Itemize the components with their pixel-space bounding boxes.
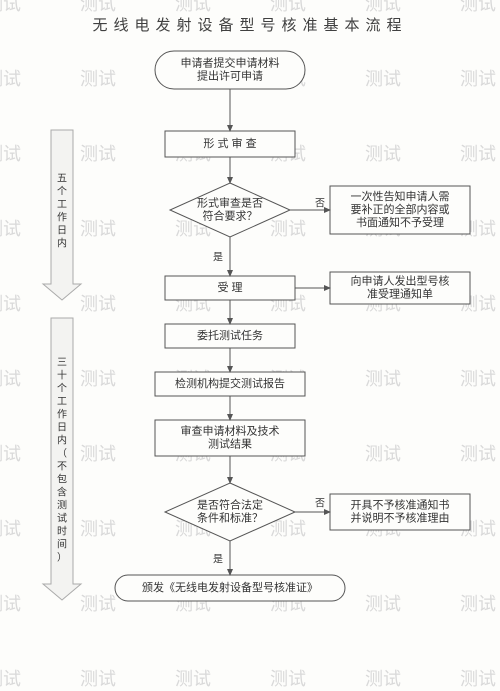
svg-text:十: 十: [57, 369, 67, 382]
node-side3: 开具不予核准通知书并说明不予核准理由: [330, 494, 470, 530]
svg-text:）: ）: [57, 552, 67, 564]
svg-text:试: 试: [57, 512, 67, 525]
svg-text:包: 包: [57, 473, 67, 486]
svg-text:审查申请材料及技术: 审查申请材料及技术: [181, 423, 280, 437]
svg-text:日: 日: [57, 226, 67, 237]
node-n4: 检测机构提交测试报告: [155, 372, 305, 396]
svg-text:准受理通知单: 准受理通知单: [367, 286, 433, 300]
svg-text:向申请人发出型号核: 向申请人发出型号核: [351, 273, 450, 287]
node-end: 颁发《无线电发射设备型号核准证》: [115, 575, 345, 601]
svg-text:委托测试任务: 委托测试任务: [197, 328, 263, 342]
edge-label-9: 否: [315, 498, 325, 510]
svg-text:提出许可申请: 提出许可申请: [197, 68, 263, 82]
node-start: 申请者提交申请材料提出许可申请: [155, 51, 305, 89]
node-n1: 形 式 审 查: [165, 131, 295, 157]
svg-text:作: 作: [57, 409, 67, 421]
edge-label-3: 是: [213, 252, 223, 264]
flowchart: 五个工作日内三十个工作日内（不包含测试时间）申请者提交申请材料提出许可申请形 式…: [0, 0, 500, 628]
svg-text:作: 作: [57, 212, 67, 224]
svg-text:内: 内: [57, 434, 67, 447]
svg-text:间: 间: [57, 538, 67, 551]
svg-text:要补正的全部内容或: 要补正的全部内容或: [351, 202, 450, 216]
svg-text:工: 工: [57, 397, 67, 408]
svg-text:（: （: [57, 448, 67, 460]
svg-text:五: 五: [57, 174, 67, 185]
svg-text:条件和标准？: 条件和标准？: [197, 510, 263, 524]
svg-text:检测机构提交测试报告: 检测机构提交测试报告: [175, 376, 285, 390]
svg-text:符合要求？: 符合要求？: [203, 208, 258, 222]
edge-label-10: 是: [213, 554, 223, 566]
svg-text:测试结果: 测试结果: [208, 437, 252, 450]
node-d1: 形式审查是否符合要求？: [170, 183, 290, 237]
svg-text:时: 时: [57, 526, 67, 538]
svg-text:是否符合法定: 是否符合法定: [197, 497, 263, 511]
node-d2: 是否符合法定条件和标准？: [165, 483, 295, 541]
svg-text:日: 日: [57, 423, 67, 434]
svg-text:形式审查是否: 形式审查是否: [197, 195, 263, 209]
svg-text:个: 个: [57, 383, 67, 395]
svg-text:三: 三: [57, 358, 67, 369]
svg-text:个: 个: [57, 186, 67, 198]
node-n2: 受 理: [165, 276, 295, 300]
edge-label-2: 否: [315, 198, 325, 210]
svg-text:受 理: 受 理: [217, 281, 242, 294]
svg-text:内: 内: [57, 237, 67, 250]
svg-text:申请者提交申请材料: 申请者提交申请材料: [181, 55, 280, 69]
svg-text:测: 测: [57, 499, 67, 512]
svg-text:书面通知不予受理: 书面通知不予受理: [356, 215, 444, 229]
svg-text:含: 含: [57, 486, 67, 499]
svg-text:工: 工: [57, 200, 67, 211]
node-n5: 审查申请材料及技术测试结果: [155, 420, 305, 456]
node-n3: 委托测试任务: [165, 324, 295, 348]
svg-text:不: 不: [57, 462, 67, 473]
node-side2: 向申请人发出型号核准受理通知单: [330, 272, 470, 304]
svg-text:并说明不予核准理由: 并说明不予核准理由: [351, 510, 450, 524]
svg-text:颁发《无线电发射设备型号核准证》: 颁发《无线电发射设备型号核准证》: [142, 580, 318, 594]
node-side1: 一次性告知申请人需要补正的全部内容或书面通知不予受理: [330, 186, 470, 234]
svg-text:一次性告知申请人需: 一次性告知申请人需: [351, 189, 450, 203]
svg-text:开具不予核准通知书: 开具不予核准通知书: [351, 497, 450, 511]
svg-text:形 式 审 查: 形 式 审 查: [203, 136, 256, 150]
